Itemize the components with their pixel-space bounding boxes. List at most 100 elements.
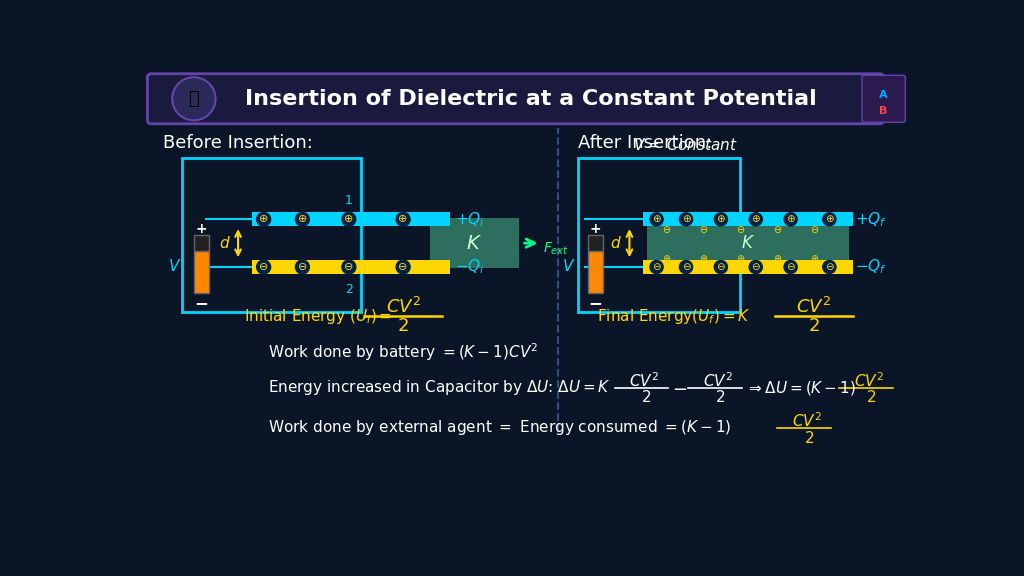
Text: ⊖: ⊖ <box>259 262 268 272</box>
Bar <box>643 213 853 226</box>
Text: $+Q_i$: $+Q_i$ <box>455 211 484 229</box>
Bar <box>588 251 603 293</box>
Text: ⊖: ⊖ <box>717 262 725 272</box>
Text: ⊖: ⊖ <box>773 225 781 235</box>
Circle shape <box>295 260 309 274</box>
Circle shape <box>257 260 270 274</box>
Text: $2$: $2$ <box>641 389 651 405</box>
Text: $V$: $V$ <box>168 258 181 274</box>
Text: After Insertion:: After Insertion: <box>578 134 712 152</box>
Bar <box>182 158 360 312</box>
Bar <box>578 158 740 312</box>
Bar <box>252 260 450 274</box>
Text: ⊖: ⊖ <box>663 225 671 235</box>
Text: ⊕: ⊕ <box>825 214 834 224</box>
Circle shape <box>396 260 410 274</box>
Text: +: + <box>196 222 208 236</box>
Circle shape <box>257 213 270 226</box>
Text: Work done by external agent $=$ Energy consumed $= (K - 1)$: Work done by external agent $=$ Energy c… <box>267 418 731 437</box>
Text: $CV^2$: $CV^2$ <box>630 371 659 389</box>
Text: Initial Energy $(U_i) =$: Initial Energy $(U_i) =$ <box>245 307 392 326</box>
Text: Work done by battery $= (K - 1)CV^2$: Work done by battery $= (K - 1)CV^2$ <box>267 342 538 363</box>
Text: $K$: $K$ <box>466 234 482 253</box>
Text: ⊖: ⊖ <box>810 225 818 235</box>
FancyBboxPatch shape <box>862 75 905 122</box>
Text: ⊕: ⊕ <box>699 255 708 264</box>
Circle shape <box>172 77 216 120</box>
Text: −: − <box>589 294 602 312</box>
Text: $2$: $2$ <box>808 317 820 335</box>
Text: $2$: $2$ <box>866 389 876 405</box>
Circle shape <box>784 213 798 226</box>
Text: ⊖: ⊖ <box>786 262 795 272</box>
Text: ⊕: ⊕ <box>810 255 818 264</box>
Circle shape <box>650 213 664 226</box>
Text: ⊕: ⊕ <box>682 214 690 224</box>
Circle shape <box>823 260 836 274</box>
Text: $-Q_i$: $-Q_i$ <box>455 257 484 276</box>
Text: ⊕: ⊕ <box>663 255 671 264</box>
Text: ⊖: ⊖ <box>344 262 353 272</box>
Bar <box>194 236 209 251</box>
Text: $K$: $K$ <box>741 234 755 252</box>
Circle shape <box>342 213 356 226</box>
Text: $2$: $2$ <box>397 317 409 335</box>
Circle shape <box>650 260 664 274</box>
Text: $2$: $2$ <box>715 389 725 405</box>
Text: $V$: $V$ <box>561 258 574 274</box>
Text: ⊖: ⊖ <box>699 225 708 235</box>
Circle shape <box>396 213 410 226</box>
Text: ⊖: ⊖ <box>752 262 760 272</box>
Text: $V =$ Constant: $V =$ Constant <box>634 137 738 153</box>
Text: $CV^2$: $CV^2$ <box>386 297 421 317</box>
Text: ⊖: ⊖ <box>298 262 307 272</box>
Text: $CV^2$: $CV^2$ <box>797 297 831 317</box>
Text: $CV^2$: $CV^2$ <box>854 371 884 389</box>
Bar <box>430 218 519 268</box>
Text: 1: 1 <box>345 194 353 207</box>
Text: ⊕: ⊕ <box>344 214 353 224</box>
Text: $-Q_f$: $-Q_f$ <box>855 257 887 276</box>
Text: ⊕: ⊕ <box>298 214 307 224</box>
Text: ⊖: ⊖ <box>652 262 660 272</box>
Text: +: + <box>590 222 601 236</box>
Text: ⊖: ⊖ <box>682 262 690 272</box>
Circle shape <box>823 213 836 226</box>
Text: ⊕: ⊕ <box>773 255 781 264</box>
Text: Before Insertion:: Before Insertion: <box>163 134 312 152</box>
Text: $+Q_f$: $+Q_f$ <box>855 211 887 229</box>
Circle shape <box>679 213 692 226</box>
Text: $F_{ext}$: $F_{ext}$ <box>543 240 568 257</box>
Text: ⊖: ⊖ <box>398 262 408 272</box>
Bar <box>588 236 603 251</box>
Text: Final Energy$(U_f) = K$: Final Energy$(U_f) = K$ <box>597 307 751 326</box>
Bar <box>194 251 209 293</box>
Text: $CV^2$: $CV^2$ <box>793 411 822 430</box>
Text: 📋: 📋 <box>188 90 200 108</box>
Bar <box>252 213 450 226</box>
Text: ⊖: ⊖ <box>736 225 744 235</box>
Circle shape <box>784 260 798 274</box>
Text: ⊕: ⊕ <box>398 214 408 224</box>
Text: ⊕: ⊕ <box>786 214 795 224</box>
Text: ⊕: ⊕ <box>717 214 725 224</box>
Circle shape <box>750 260 762 274</box>
Text: $2$: $2$ <box>804 430 814 446</box>
Text: $-$: $-$ <box>672 379 687 397</box>
Circle shape <box>679 260 692 274</box>
Text: $\Rightarrow \Delta U = (K-1)$: $\Rightarrow \Delta U = (K-1)$ <box>745 379 856 397</box>
Circle shape <box>715 213 727 226</box>
Text: B: B <box>880 106 888 116</box>
Text: ⊕: ⊕ <box>652 214 660 224</box>
Text: ⊕: ⊕ <box>736 255 744 264</box>
Circle shape <box>750 213 762 226</box>
FancyBboxPatch shape <box>147 74 884 124</box>
Text: Insertion of Dielectric at a Constant Potential: Insertion of Dielectric at a Constant Po… <box>245 89 817 109</box>
Circle shape <box>715 260 727 274</box>
Text: A: A <box>880 90 888 100</box>
Text: $d$: $d$ <box>218 235 230 251</box>
Text: −: − <box>195 294 209 312</box>
Text: ⊕: ⊕ <box>259 214 268 224</box>
Text: ⊖: ⊖ <box>825 262 834 272</box>
Text: Energy increased in Capacitor by $\Delta U$: $\Delta U = K$: Energy increased in Capacitor by $\Delta… <box>267 378 610 397</box>
